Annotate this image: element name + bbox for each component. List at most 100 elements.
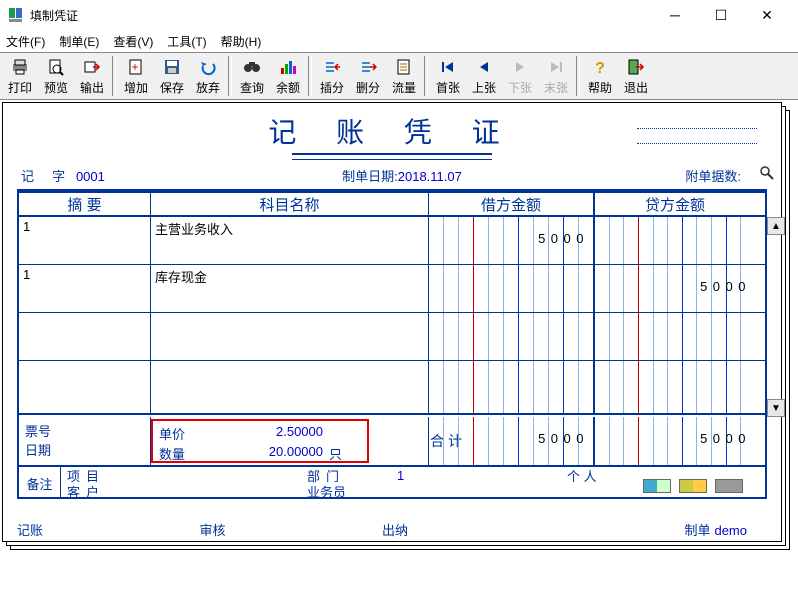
cursor-line (637, 117, 757, 147)
credit-total-cell: 5000 (595, 417, 755, 465)
svg-text:?: ? (595, 60, 605, 76)
voucher-date[interactable]: 2018.11.07 (398, 169, 462, 184)
insert-row-icon (322, 57, 342, 77)
subject-cell[interactable]: 主营业务收入 (151, 217, 429, 264)
discard-button[interactable]: 放弃 (190, 54, 226, 98)
binoculars-icon (242, 57, 262, 77)
credit-cell[interactable] (595, 313, 755, 360)
save-icon (162, 57, 182, 77)
col-credit: 贷方金额 (595, 193, 755, 215)
svg-text:+: + (131, 60, 138, 74)
exit-button[interactable]: 退出 (618, 54, 654, 98)
signoff-row: 记账 审核 出纳 制单 demo (17, 520, 767, 539)
remark-label: 备注 (19, 467, 61, 499)
help-button[interactable]: ?帮助 (582, 54, 618, 98)
table-row[interactable]: 1库存现金 5000 (19, 265, 765, 313)
debit-cell[interactable] (429, 313, 595, 360)
subject-cell[interactable] (151, 313, 429, 360)
chart-icon (278, 57, 298, 77)
minimize-button[interactable]: ─ (652, 0, 698, 30)
window-title: 填制凭证 (30, 7, 652, 24)
table-row[interactable]: 1主营业务收入5000 (19, 217, 765, 265)
document-area: 记 账 凭 证 记 字 0001 制单日期:2018.11.07 附单据数: 摘… (2, 102, 796, 592)
attach-label: 附单据数: (685, 169, 741, 184)
debit-cell[interactable] (429, 361, 595, 413)
date-label2: 日期 (25, 440, 144, 459)
summary-cell[interactable] (19, 313, 151, 360)
qty-value[interactable]: 20.00000 (199, 444, 323, 463)
menu-file[interactable]: 文件(F) (6, 33, 45, 50)
price-value[interactable]: 2.50000 (199, 424, 323, 443)
scroll-down-button[interactable]: ▼ (767, 399, 785, 417)
flow-button[interactable]: 流量 (386, 54, 422, 98)
debit-cell[interactable] (429, 265, 595, 312)
last-button[interactable]: 末张 (538, 54, 574, 98)
cashier-label: 出纳 (382, 523, 408, 538)
unit-label: 只 (323, 444, 353, 463)
delete-row-icon (358, 57, 378, 77)
mini-icon-3[interactable] (715, 479, 743, 493)
menu-tool[interactable]: 工具(T) (167, 33, 206, 50)
insrow-button[interactable]: 插分 (314, 54, 350, 98)
scroll-up-button[interactable]: ▲ (767, 217, 785, 235)
col-summary: 摘 要 (19, 193, 151, 215)
add-button[interactable]: +增加 (118, 54, 154, 98)
output-button[interactable]: 输出 (74, 54, 110, 98)
subject-cell[interactable] (151, 361, 429, 413)
delrow-button[interactable]: 删分 (350, 54, 386, 98)
print-button[interactable]: 打印 (2, 54, 38, 98)
mini-icon-1[interactable] (643, 479, 671, 493)
voucher-number[interactable]: 0001 (76, 169, 105, 184)
price-qty-box: 单价2.50000 数量20.00000只 (151, 419, 369, 463)
balance-button[interactable]: 余额 (270, 54, 306, 98)
debit-cell[interactable]: 5000 (429, 217, 595, 264)
first-button[interactable]: 首张 (430, 54, 466, 98)
qty-label: 数量 (159, 444, 199, 463)
close-button[interactable]: ✕ (744, 0, 790, 30)
subject-cell[interactable]: 库存现金 (151, 265, 429, 312)
maximize-button[interactable]: ☐ (698, 0, 744, 30)
next-button[interactable]: 下张 (502, 54, 538, 98)
output-icon (82, 57, 102, 77)
next-icon (510, 57, 530, 77)
preview-icon (46, 57, 66, 77)
zi-label: 记 (21, 169, 34, 184)
help-icon: ? (590, 57, 610, 77)
maker-label: 制单 (684, 523, 710, 538)
credit-cell[interactable] (595, 361, 755, 413)
table-row[interactable] (19, 313, 765, 361)
first-icon (438, 57, 458, 77)
date-label: 制单日期: (342, 169, 398, 184)
book-label: 记账 (17, 523, 43, 538)
menubar: 文件(F) 制单(E) 查看(V) 工具(T) 帮助(H) (0, 30, 798, 52)
printer-icon (10, 57, 30, 77)
prev-button[interactable]: 上张 (466, 54, 502, 98)
save-button[interactable]: 保存 (154, 54, 190, 98)
col-subject: 科目名称 (151, 193, 429, 215)
menu-create[interactable]: 制单(E) (59, 33, 99, 50)
zi-label2: 字 (52, 169, 65, 184)
query-button[interactable]: 查询 (234, 54, 270, 98)
search-icon[interactable] (759, 165, 775, 184)
preview-button[interactable]: 预览 (38, 54, 74, 98)
voucher-grid: 摘 要 科目名称 借方金额 贷方金额 ▲ ▼ 1主营业务收入50001库存现金5… (17, 189, 767, 499)
titlebar: 填制凭证 ─ ☐ ✕ (0, 0, 798, 30)
menu-help[interactable]: 帮助(H) (221, 33, 262, 50)
summary-cell[interactable]: 1 (19, 217, 151, 264)
dept-value[interactable]: 1 (397, 468, 447, 483)
cust-label: 客户 (67, 482, 127, 501)
mini-icon-2[interactable] (679, 479, 707, 493)
prev-icon (474, 57, 494, 77)
table-row[interactable] (19, 361, 765, 415)
menu-view[interactable]: 查看(V) (113, 33, 153, 50)
audit-label: 审核 (200, 523, 226, 538)
maker-value: demo (714, 523, 747, 538)
summary-cell[interactable] (19, 361, 151, 413)
exit-icon (626, 57, 646, 77)
credit-cell[interactable] (595, 217, 755, 264)
undo-icon (198, 57, 218, 77)
flow-icon (394, 57, 414, 77)
app-icon (8, 7, 24, 23)
credit-cell[interactable]: 5000 (595, 265, 755, 312)
summary-cell[interactable]: 1 (19, 265, 151, 312)
